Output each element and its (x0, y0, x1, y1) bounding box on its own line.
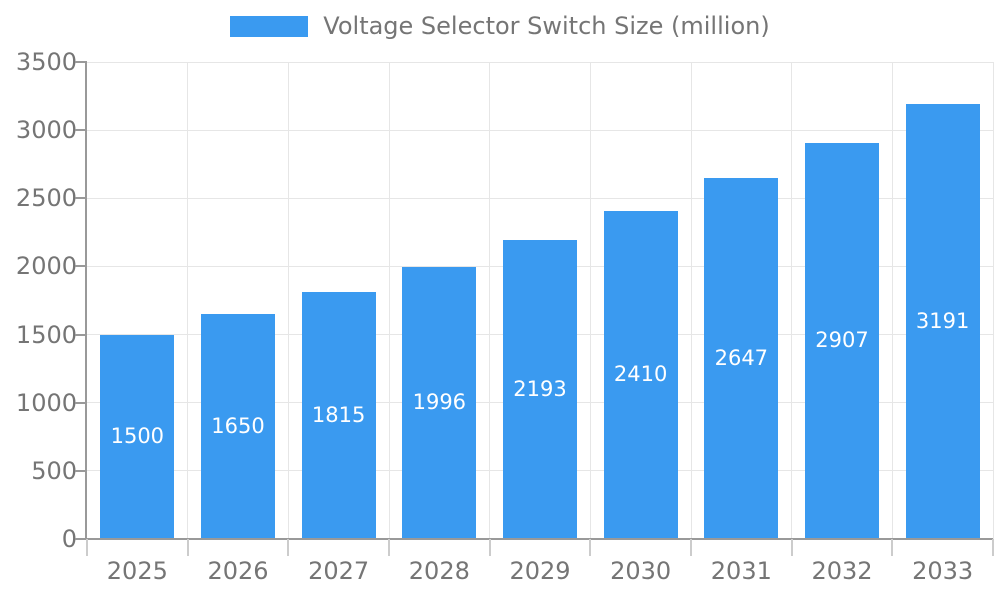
gridline-vertical (992, 62, 994, 539)
x-axis-tick (690, 539, 692, 556)
x-axis-label: 2029 (509, 557, 571, 585)
bar-value-label: 1650 (211, 414, 265, 439)
bar-value-label: 2647 (714, 346, 769, 371)
y-axis-tick (75, 265, 87, 268)
bar-value-label: 1815 (311, 402, 366, 427)
y-axis-tick (75, 197, 87, 200)
bar-2025[interactable]: 1500 (100, 334, 175, 539)
legend-item[interactable]: Voltage Selector Switch Size (million) (0, 0, 1000, 52)
y-axis-label: 1000 (15, 388, 77, 417)
x-axis-label: 2033 (912, 557, 974, 585)
x-axis-tick (388, 539, 390, 556)
x-axis-label: 2028 (408, 557, 470, 585)
y-axis-tick (75, 333, 87, 336)
y-axis-label: 3500 (15, 48, 77, 76)
x-axis-line (85, 538, 993, 540)
x-axis-label: 2031 (710, 557, 772, 585)
x-axis-label: 2026 (207, 557, 269, 585)
gridline-vertical (287, 62, 289, 539)
y-axis-label: 3000 (15, 116, 77, 145)
gridline-horizontal (87, 129, 993, 131)
x-axis-tick (488, 539, 491, 556)
gridline-horizontal (87, 61, 993, 63)
gridline-vertical (187, 62, 189, 539)
x-axis-tick (287, 539, 290, 556)
legend-swatch (230, 15, 309, 37)
bar-value-label: 2193 (513, 377, 567, 402)
y-axis-label: 2500 (15, 184, 77, 213)
bar-value-label: 1996 (412, 390, 467, 415)
bar-value-label: 1500 (110, 424, 165, 449)
x-axis-label: 2027 (308, 557, 370, 585)
y-axis-label: 0 (61, 525, 77, 553)
x-axis-tick (186, 539, 189, 556)
gridline-vertical (891, 62, 893, 539)
bar-2030[interactable]: 2410 (603, 210, 678, 539)
gridline-vertical (791, 62, 793, 539)
y-axis-label: 2000 (15, 252, 77, 281)
legend-label: Voltage Selector Switch Size (million) (323, 12, 770, 40)
bar-2031[interactable]: 2647 (704, 178, 779, 539)
gridline-vertical (589, 62, 591, 539)
y-axis-tick (75, 129, 87, 132)
bar-2032[interactable]: 2907 (805, 142, 879, 539)
y-axis-tick (75, 538, 87, 540)
bar-value-label: 2410 (613, 362, 668, 387)
plot-area: 1500 1650 1815 1996 2193 2410 2647 2907 3191 (87, 61, 994, 539)
x-axis-label: 2032 (811, 557, 873, 585)
x-axis-tick (86, 539, 88, 556)
bar-value-label: 3191 (915, 309, 970, 334)
x-axis-tick (992, 539, 994, 556)
y-axis-tick (75, 469, 87, 472)
gridline-vertical (690, 62, 692, 539)
y-axis-line (85, 62, 87, 539)
x-axis-tick (790, 539, 793, 556)
bar-2028[interactable]: 1996 (402, 266, 477, 539)
x-axis-tick (589, 539, 592, 556)
x-axis-tick (891, 539, 894, 556)
gridline-vertical (388, 62, 390, 539)
bar-2029[interactable]: 2193 (503, 240, 577, 539)
y-axis-tick (75, 61, 87, 63)
bar-2026[interactable]: 1650 (201, 314, 275, 539)
x-axis-label: 2025 (106, 557, 168, 585)
gridline-vertical (489, 62, 491, 539)
y-axis-label: 1500 (15, 320, 77, 349)
y-axis-tick (75, 401, 87, 404)
gridline-horizontal (87, 197, 993, 199)
y-axis-label: 500 (31, 456, 77, 485)
bar-2027[interactable]: 1815 (301, 291, 376, 539)
x-axis-label: 2030 (610, 557, 672, 585)
bar-2033[interactable]: 3191 (905, 104, 980, 539)
bar-value-label: 2907 (815, 328, 869, 353)
